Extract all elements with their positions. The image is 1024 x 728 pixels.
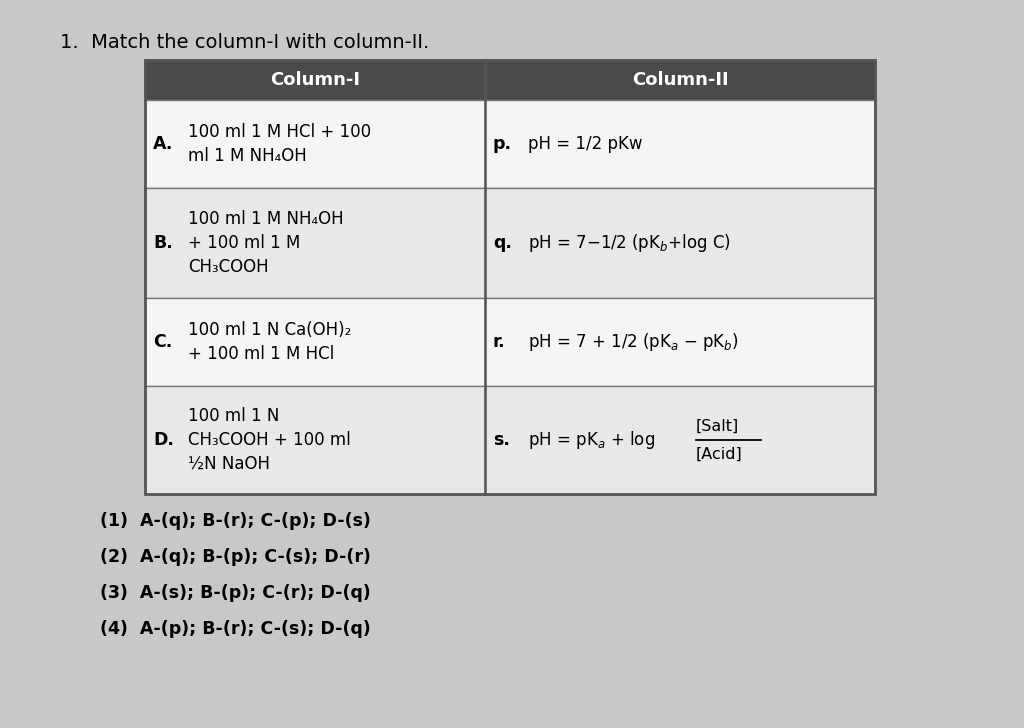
Bar <box>145 386 485 494</box>
Bar <box>485 188 874 298</box>
Text: (3)  A-(s); B-(p); C-(r); D-(q): (3) A-(s); B-(p); C-(r); D-(q) <box>100 584 371 602</box>
Text: 100 ml 1 M HCl + 100
ml 1 M NH₄OH: 100 ml 1 M HCl + 100 ml 1 M NH₄OH <box>188 123 371 165</box>
Text: 100 ml 1 M NH₄OH
+ 100 ml 1 M
CH₃COOH: 100 ml 1 M NH₄OH + 100 ml 1 M CH₃COOH <box>188 210 344 276</box>
Text: [Acid]: [Acid] <box>696 446 742 462</box>
Text: Column-I: Column-I <box>270 71 360 89</box>
Bar <box>485 100 874 188</box>
Text: pH = pK$_a$ + log: pH = pK$_a$ + log <box>528 429 655 451</box>
Text: q.: q. <box>493 234 512 252</box>
Text: 1.  Match the column-I with column-II.: 1. Match the column-I with column-II. <box>60 33 429 52</box>
Bar <box>485 298 874 386</box>
Bar <box>145 60 874 494</box>
Bar <box>145 100 485 188</box>
Text: (4)  A-(p); B-(r); C-(s); D-(q): (4) A-(p); B-(r); C-(s); D-(q) <box>100 620 371 638</box>
Text: 100 ml 1 N Ca(OH)₂
+ 100 ml 1 M HCl: 100 ml 1 N Ca(OH)₂ + 100 ml 1 M HCl <box>188 321 351 363</box>
Text: (2)  A-(q); B-(p); C-(s); D-(r): (2) A-(q); B-(p); C-(s); D-(r) <box>100 548 371 566</box>
Text: [Salt]: [Salt] <box>696 419 739 433</box>
Text: 100 ml 1 N
CH₃COOH + 100 ml
½N NaOH: 100 ml 1 N CH₃COOH + 100 ml ½N NaOH <box>188 408 351 472</box>
Bar <box>145 298 485 386</box>
Text: A.: A. <box>153 135 173 153</box>
Text: B.: B. <box>153 234 173 252</box>
Text: C.: C. <box>153 333 172 351</box>
Text: D.: D. <box>153 431 174 449</box>
Text: (1)  A-(q); B-(r); C-(p); D-(s): (1) A-(q); B-(r); C-(p); D-(s) <box>100 512 371 530</box>
Bar <box>485 386 874 494</box>
Text: p.: p. <box>493 135 512 153</box>
Text: pH = 7 + 1/2 (pK$_a$ − pK$_b$): pH = 7 + 1/2 (pK$_a$ − pK$_b$) <box>528 331 739 353</box>
Bar <box>485 60 874 100</box>
Bar <box>145 60 485 100</box>
Text: r.: r. <box>493 333 506 351</box>
Text: pH = 7−1/2 (pK$_b$+log C): pH = 7−1/2 (pK$_b$+log C) <box>528 232 731 254</box>
Text: s.: s. <box>493 431 510 449</box>
Bar <box>145 188 485 298</box>
Text: pH = 1/2 pKw: pH = 1/2 pKw <box>528 135 642 153</box>
Text: Column-II: Column-II <box>632 71 728 89</box>
